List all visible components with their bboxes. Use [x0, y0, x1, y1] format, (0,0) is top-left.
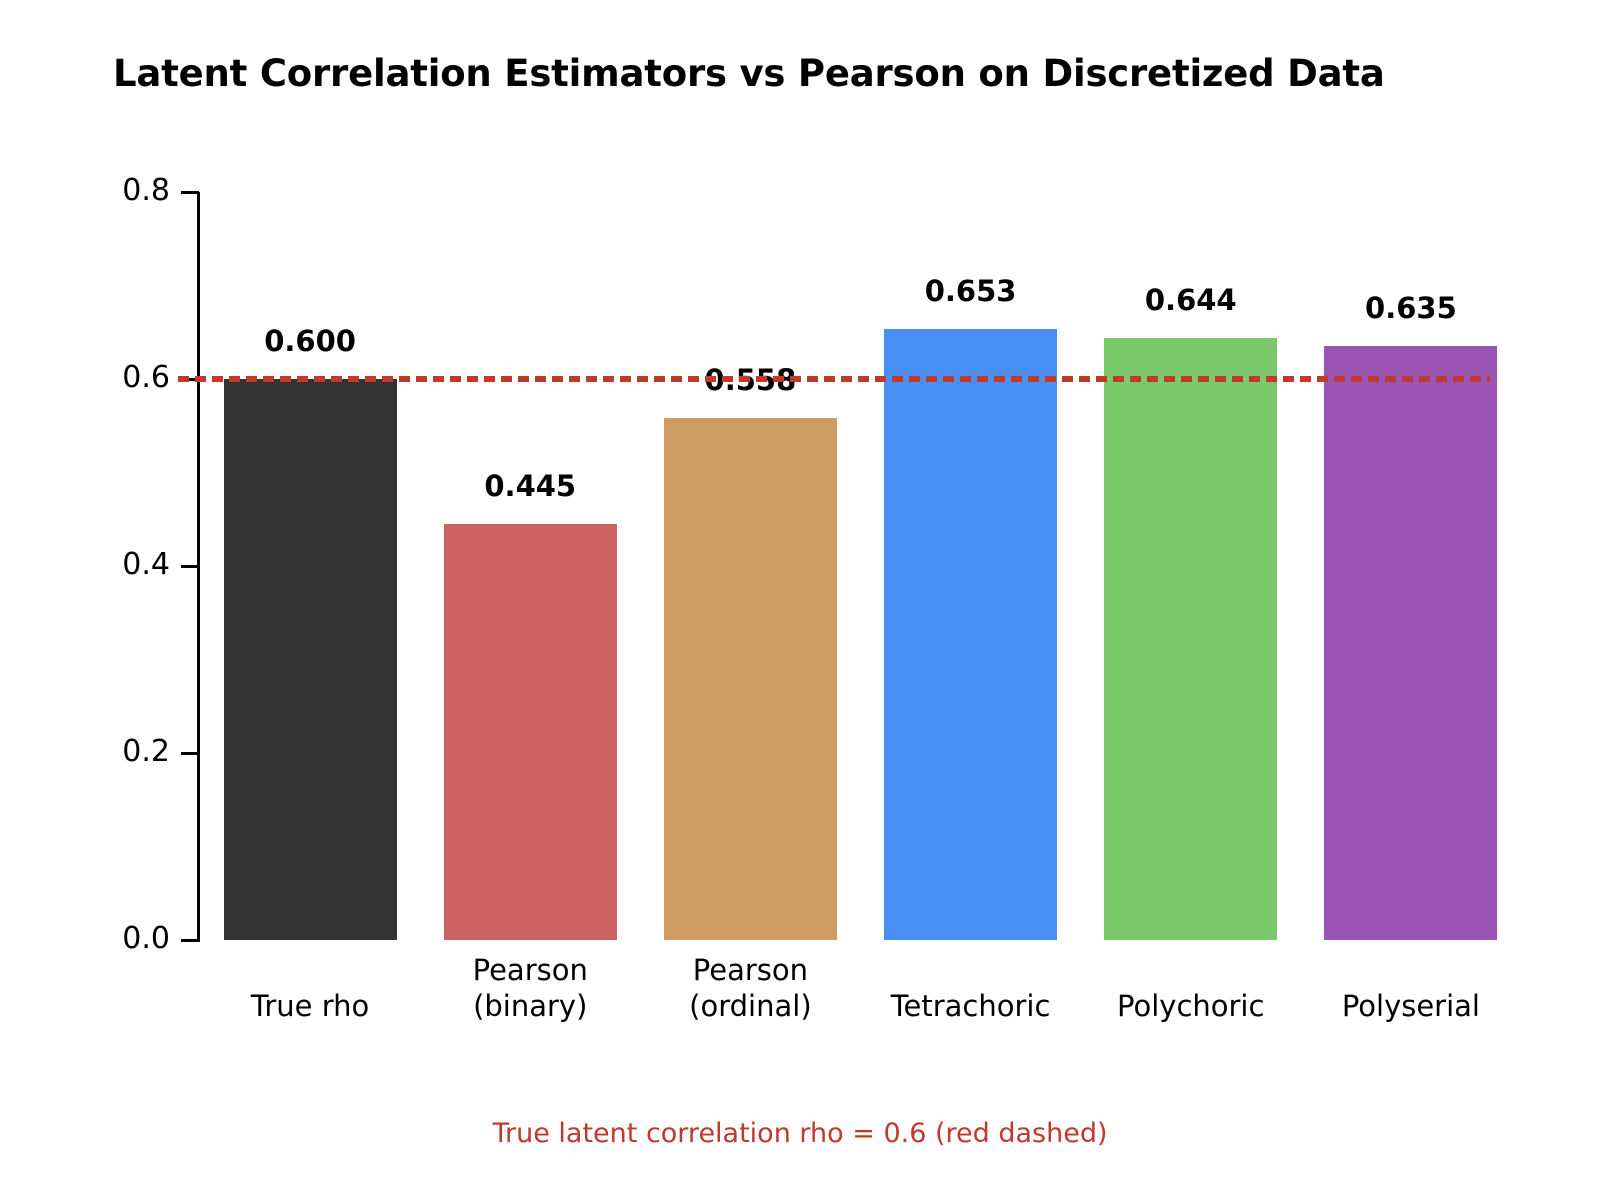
reference-line-rho	[178, 376, 1490, 382]
chart-title: Latent Correlation Estimators vs Pearson…	[113, 52, 1385, 95]
y-tick-mark	[181, 191, 199, 194]
x-tick-label: Polyserial	[1341, 989, 1480, 1023]
bar-value-label: 0.653	[924, 274, 1017, 309]
bar-value-label: 0.445	[484, 468, 577, 503]
bar[interactable]	[223, 379, 397, 940]
y-tick-label: 0.0	[122, 921, 170, 956]
bar[interactable]	[1324, 346, 1498, 940]
y-tick-mark	[181, 565, 199, 568]
y-tick-mark	[181, 752, 199, 755]
x-tick-label: Polychoric	[1117, 989, 1265, 1023]
x-tick-label: Pearson (binary)	[472, 953, 588, 1023]
y-tick-label: 0.4	[122, 547, 170, 582]
x-tick-label: Tetrachoric	[890, 989, 1051, 1023]
bar[interactable]	[1104, 337, 1278, 940]
y-tick-label: 0.8	[122, 173, 170, 208]
bar-value-label: 0.635	[1365, 291, 1457, 326]
bar[interactable]	[884, 329, 1058, 940]
y-tick-label: 0.2	[122, 734, 170, 769]
bar-value-label: 0.644	[1144, 282, 1237, 317]
bar-value-label: 0.600	[264, 324, 356, 358]
y-tick-mark	[181, 939, 199, 942]
x-tick-label: True rho	[250, 989, 370, 1023]
bar[interactable]	[443, 523, 617, 940]
y-tick-label: 0.6	[122, 360, 170, 395]
chart-caption: True latent correlation rho = 0.6 (red d…	[492, 1118, 1108, 1149]
x-tick-label: Pearson (ordinal)	[689, 953, 812, 1023]
bar[interactable]	[663, 418, 837, 940]
